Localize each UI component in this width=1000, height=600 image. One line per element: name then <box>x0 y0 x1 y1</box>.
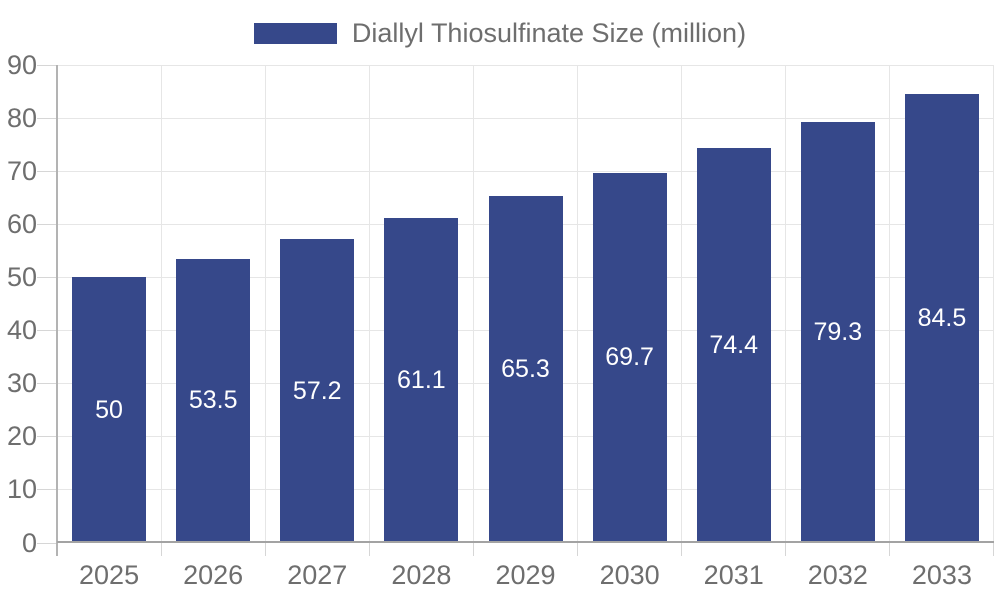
y-axis-tick-label: 30 <box>6 368 37 399</box>
x-axis-tick-label: 2029 <box>495 560 556 590</box>
bar: 53.5 <box>176 258 251 543</box>
y-axis-tick <box>37 489 57 491</box>
x-axis-tick <box>160 543 162 556</box>
y-axis-tick <box>37 223 57 225</box>
legend-label: Diallyl Thiosulfinate Size (million) <box>351 18 747 48</box>
x-axis-tick-label: 2032 <box>807 560 868 590</box>
x-axis-tick <box>472 543 474 556</box>
x-axis-tick-label: 2030 <box>599 560 660 590</box>
bar: 65.3 <box>488 196 563 543</box>
vertical-gridline <box>368 65 370 543</box>
vertical-gridline <box>681 65 683 543</box>
vertical-gridline <box>577 65 579 543</box>
vertical-gridline <box>889 65 891 543</box>
y-axis-tick-label: 50 <box>6 261 37 292</box>
y-axis-tick <box>37 170 57 172</box>
bar: 61.1 <box>384 218 459 543</box>
vertical-gridline <box>264 65 266 543</box>
x-axis-tick-label: 2025 <box>79 560 140 590</box>
x-axis-tick <box>785 543 787 556</box>
bar-value-label: 53.5 <box>188 386 238 415</box>
bar: 84.5 <box>904 94 979 543</box>
bar: 69.7 <box>592 172 667 543</box>
bar-value-label: 50 <box>95 395 123 424</box>
x-axis-line <box>57 541 994 543</box>
y-axis-tick-label: 20 <box>6 421 37 452</box>
y-axis-tick-label: 40 <box>6 315 37 346</box>
y-axis-tick <box>37 64 57 66</box>
vertical-gridline <box>160 65 162 543</box>
bar: 50 <box>72 277 147 543</box>
x-axis-tick <box>368 543 370 556</box>
y-axis-tick-label: 70 <box>6 155 37 186</box>
y-axis-tick-label: 0 <box>21 527 37 558</box>
x-axis-tick <box>992 543 994 556</box>
horizontal-gridline <box>57 170 994 172</box>
y-axis-line <box>56 65 58 556</box>
x-axis-tick-label: 2031 <box>703 560 764 590</box>
legend: Diallyl Thiosulfinate Size (million) <box>0 16 1000 50</box>
vertical-gridline <box>785 65 787 543</box>
bar-value-label: 57.2 <box>292 376 342 405</box>
plot-area: 50 53.5 57.2 61.1 65.3 69.7 74.4 79.3 84.5 <box>37 64 994 556</box>
bar-value-label: 79.3 <box>813 317 863 346</box>
x-axis-tick <box>577 543 579 556</box>
bar: 57.2 <box>280 239 355 543</box>
y-axis-tick <box>37 117 57 119</box>
y-axis-tick-label: 80 <box>6 102 37 133</box>
y-axis-tick-label: 10 <box>6 474 37 505</box>
bar-value-label: 69.7 <box>605 343 654 372</box>
horizontal-gridline <box>57 64 994 66</box>
x-axis-labels: 2025 2026 2027 2028 2029 2030 2031 2032 2033 <box>57 560 994 592</box>
bar: 74.4 <box>696 147 771 543</box>
y-axis-tick <box>37 542 57 544</box>
x-axis-tick <box>681 543 683 556</box>
y-axis-tick <box>37 330 57 332</box>
x-axis-tick-label: 2033 <box>911 560 972 590</box>
x-axis-tick <box>889 543 891 556</box>
horizontal-gridline <box>57 117 994 119</box>
bar: 79.3 <box>800 121 875 543</box>
vertical-gridline <box>992 65 994 543</box>
y-axis-tick <box>37 383 57 385</box>
y-axis-tick <box>37 276 57 278</box>
legend-swatch <box>253 22 337 44</box>
x-axis-tick-label: 2026 <box>183 560 244 590</box>
y-axis-tick-label: 90 <box>6 49 37 80</box>
vertical-gridline <box>472 65 474 543</box>
y-axis-tick-label: 60 <box>6 208 37 239</box>
bar-value-label: 74.4 <box>709 330 759 359</box>
bar-value-label: 84.5 <box>917 304 967 333</box>
x-axis-tick-label: 2027 <box>287 560 348 590</box>
x-axis-tick-label: 2028 <box>391 560 452 590</box>
x-axis-tick <box>264 543 266 556</box>
y-axis-labels: 0 10 20 30 40 50 60 70 80 90 <box>0 51 37 556</box>
y-axis-tick <box>37 436 57 438</box>
bar-value-label: 61.1 <box>397 366 446 395</box>
bar-value-label: 65.3 <box>501 355 550 384</box>
